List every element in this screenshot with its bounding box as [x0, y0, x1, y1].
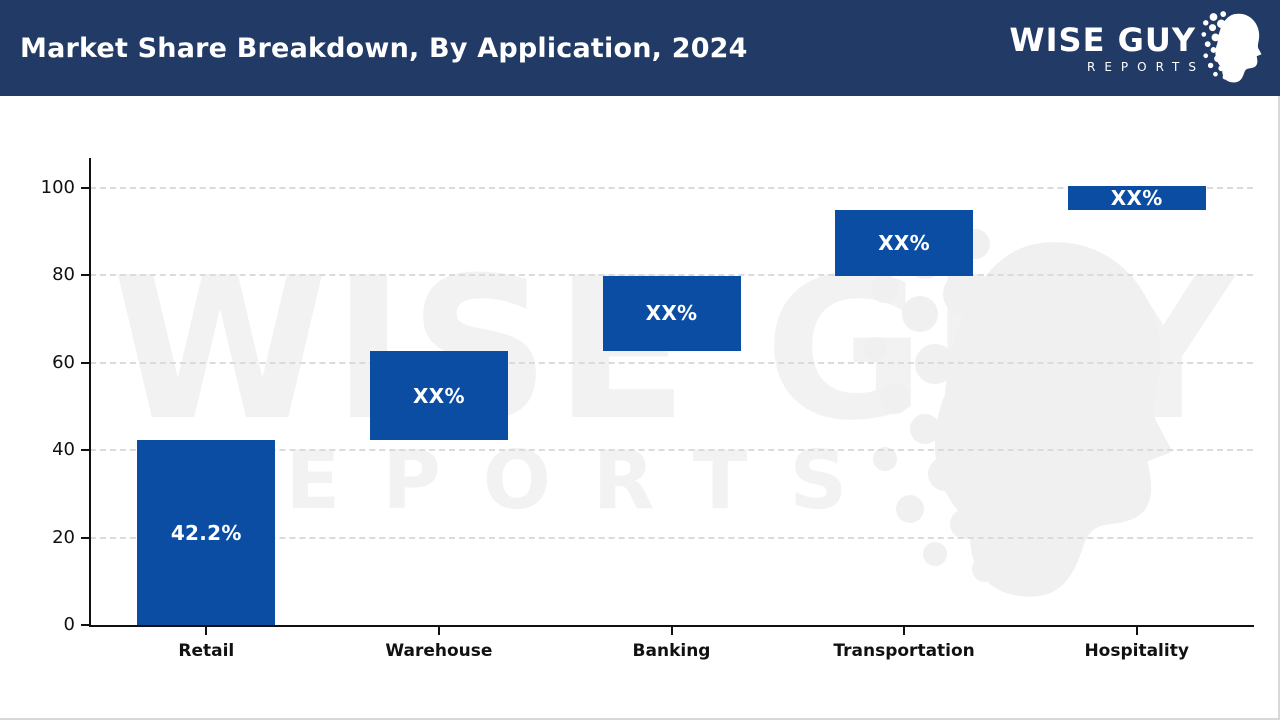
bar-transportation: XX%: [835, 210, 974, 276]
x-label-warehouse: Warehouse: [385, 641, 493, 661]
gridline-20: [90, 536, 1253, 539]
y-tick-label-20: 20: [52, 526, 75, 548]
y-tick-label-100: 100: [40, 176, 75, 198]
header-bar: Market Share Breakdown, By Application, …: [0, 0, 1280, 96]
y-tick-60: [81, 361, 90, 364]
bar-warehouse: XX%: [369, 350, 508, 441]
x-tick-retail: [205, 627, 208, 635]
bar-label-warehouse: XX%: [413, 383, 465, 408]
y-tick-80: [81, 274, 90, 276]
x-tick-banking: [670, 627, 673, 635]
gridline-100: [90, 186, 1253, 189]
page-title: Market Share Breakdown, By Application, …: [20, 32, 748, 64]
x-label-banking: Banking: [632, 641, 711, 661]
brand-name: WISE GUY: [1009, 20, 1196, 59]
bar-retail: 42.2%: [137, 440, 276, 625]
y-tick-label-0: 0: [63, 614, 75, 635]
x-tick-warehouse: [437, 627, 440, 635]
dotted-face-logo-icon: [1201, 11, 1262, 83]
y-tick-label-60: 60: [52, 351, 75, 373]
chart-canvas: WISE GUY REPORTS 02040608010042.2%Retail…: [0, 96, 1280, 718]
x-label-retail: Retail: [178, 641, 235, 661]
y-tick-label-40: 40: [52, 439, 75, 460]
y-axis-line: [89, 158, 91, 627]
gridline-80: [90, 274, 1253, 276]
brand-logo: WISE GUY REPORTS: [1009, 8, 1262, 88]
x-label-transportation: Transportation: [833, 641, 975, 661]
y-tick-40: [81, 449, 90, 451]
bar-label-transportation: XX%: [878, 231, 930, 256]
y-tick-label-80: 80: [52, 264, 75, 285]
x-axis-line: [89, 625, 1254, 627]
x-tick-transportation: [903, 627, 906, 635]
brand-logo-text: WISE GUY REPORTS: [1009, 23, 1196, 74]
y-tick-0: [81, 624, 90, 626]
bar-banking: XX%: [602, 275, 741, 351]
watermark-reports-text: REPORTS: [182, 434, 890, 527]
y-tick-20: [81, 536, 90, 539]
gridline-40: [90, 449, 1253, 451]
gridline-60: [90, 361, 1253, 364]
bar-hospitality: XX%: [1067, 186, 1206, 211]
y-tick-100: [81, 186, 90, 189]
brand-subtitle: REPORTS: [1086, 59, 1205, 74]
bar-label-hospitality: XX%: [1110, 186, 1163, 211]
bar-label-banking: XX%: [645, 301, 698, 326]
x-label-hospitality: Hospitality: [1084, 641, 1189, 661]
bar-label-retail: 42.2%: [170, 520, 242, 545]
x-tick-hospitality: [1135, 627, 1138, 635]
